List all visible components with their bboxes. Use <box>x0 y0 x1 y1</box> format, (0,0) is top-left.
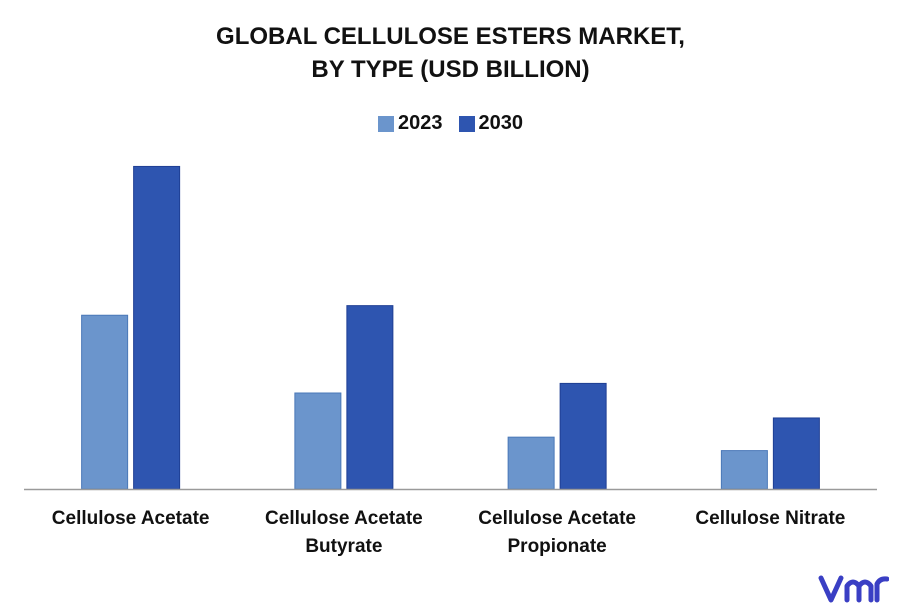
bar-2030-1 <box>346 305 394 490</box>
bar-2023-0 <box>81 314 129 490</box>
x-tick-label-3: Cellulose Nitrate <box>695 508 845 529</box>
bar-2023-3 <box>720 450 768 490</box>
x-tick-label-1-line-0: Cellulose Acetate <box>265 508 423 529</box>
legend-swatch-2030 <box>458 115 475 132</box>
chart-title-line-2: BY TYPE (USD BILLION) <box>311 56 590 83</box>
legend-swatch-2023 <box>378 115 394 132</box>
x-tick-label-2-line-0: Cellulose Acetate <box>478 508 636 529</box>
legend-label-2030: 2030 <box>478 112 524 134</box>
chart-title-line-1: GLOBAL CELLULOSE ESTERS MARKET, <box>216 23 685 50</box>
x-tick-label-2: Cellulose Acetate Propionate <box>478 508 636 557</box>
x-tick-label-3-line-0: Cellulose Nitrate <box>695 508 845 529</box>
legend-item-2023: 2023 <box>378 112 443 135</box>
chart-title: GLOBAL CELLULOSE ESTERS MARKET, BY TYPE … <box>0 20 901 86</box>
x-tick-label-0: Cellulose Acetate <box>52 508 210 529</box>
bar-2023-1 <box>294 392 342 490</box>
bar-2030-0 <box>133 165 181 490</box>
bar-2030-3 <box>772 417 820 490</box>
x-tick-label-2-line-1: Propionate <box>508 536 607 557</box>
vmr-logo-icon <box>818 575 889 603</box>
x-tick-label-0-line-0: Cellulose Acetate <box>52 508 210 529</box>
legend: 2023 2030 <box>0 112 901 135</box>
legend-label-2023: 2023 <box>398 112 443 134</box>
bar-2030-2 <box>559 382 607 490</box>
bar-2023-2 <box>507 436 555 490</box>
legend-item-2030: 2030 <box>458 112 524 135</box>
x-tick-label-1-line-1: Butyrate <box>305 536 382 557</box>
x-tick-label-1: Cellulose Acetate Butyrate <box>265 508 423 557</box>
